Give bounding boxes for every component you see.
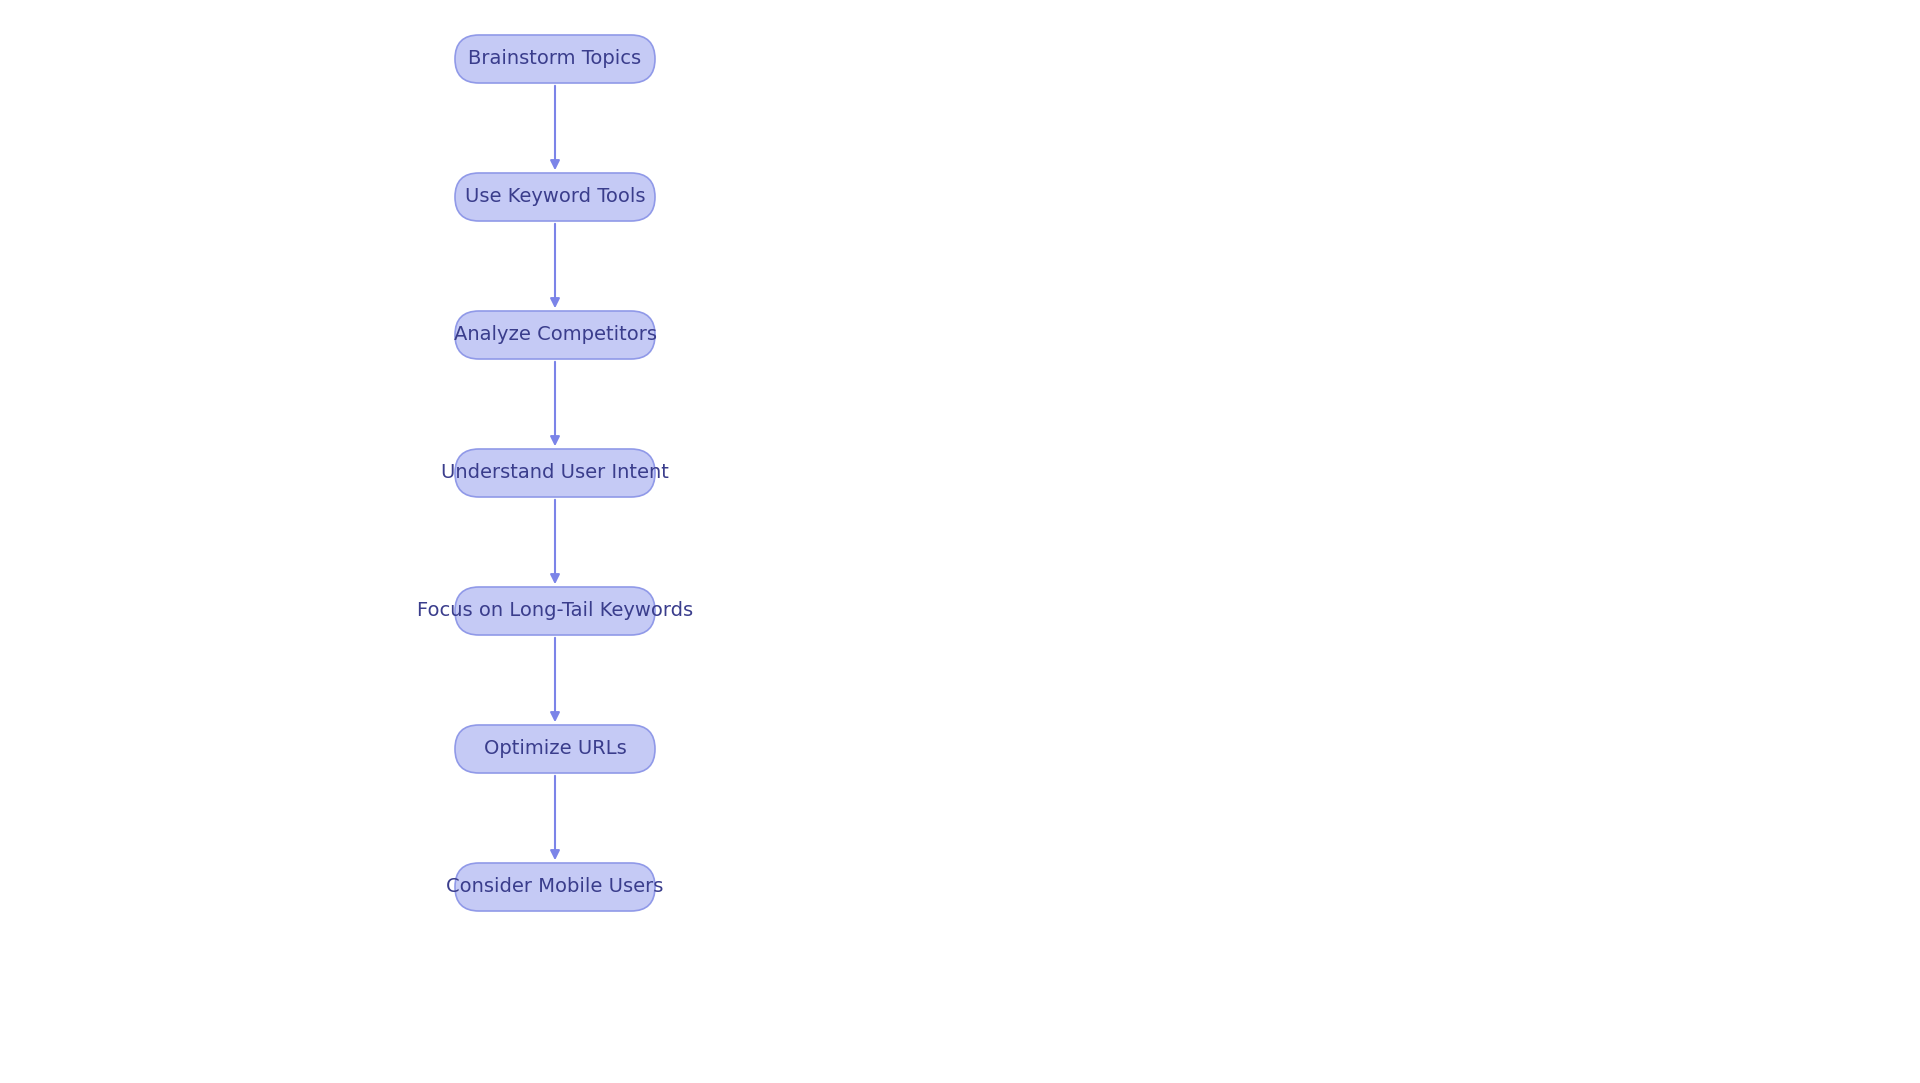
FancyBboxPatch shape bbox=[455, 173, 655, 221]
Text: Brainstorm Topics: Brainstorm Topics bbox=[468, 50, 641, 68]
FancyBboxPatch shape bbox=[455, 35, 655, 83]
Text: Understand User Intent: Understand User Intent bbox=[442, 464, 668, 483]
FancyBboxPatch shape bbox=[455, 587, 655, 635]
FancyBboxPatch shape bbox=[455, 863, 655, 911]
FancyBboxPatch shape bbox=[455, 311, 655, 358]
Text: Consider Mobile Users: Consider Mobile Users bbox=[445, 877, 664, 897]
FancyBboxPatch shape bbox=[455, 725, 655, 773]
Text: Optimize URLs: Optimize URLs bbox=[484, 740, 626, 758]
FancyBboxPatch shape bbox=[455, 449, 655, 497]
Text: Focus on Long-Tail Keywords: Focus on Long-Tail Keywords bbox=[417, 601, 693, 621]
Text: Use Keyword Tools: Use Keyword Tools bbox=[465, 187, 645, 207]
Text: Analyze Competitors: Analyze Competitors bbox=[453, 326, 657, 344]
